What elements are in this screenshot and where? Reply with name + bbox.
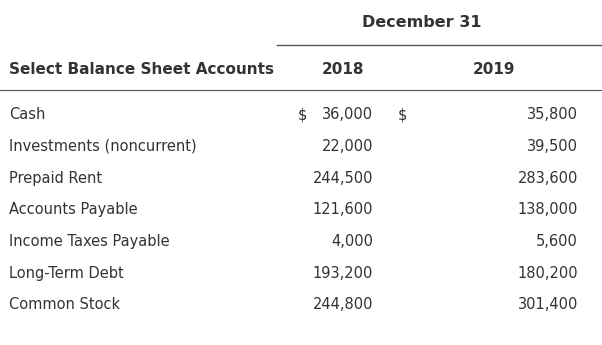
Text: 121,600: 121,600 [313, 202, 373, 217]
Text: 35,800: 35,800 [527, 107, 578, 122]
Text: 36,000: 36,000 [322, 107, 373, 122]
Text: Common Stock: Common Stock [9, 297, 120, 313]
Text: $: $ [397, 107, 407, 122]
Text: Accounts Payable: Accounts Payable [9, 202, 138, 217]
Text: 138,000: 138,000 [518, 202, 578, 217]
Text: 39,500: 39,500 [527, 139, 578, 154]
Text: December 31: December 31 [362, 15, 481, 30]
Text: 2019: 2019 [473, 61, 515, 77]
Text: Long-Term Debt: Long-Term Debt [9, 266, 124, 281]
Text: Prepaid Rent: Prepaid Rent [9, 170, 102, 186]
Text: 4,000: 4,000 [331, 234, 373, 249]
Text: 5,600: 5,600 [536, 234, 578, 249]
Text: 244,800: 244,800 [313, 297, 373, 313]
Text: 2018: 2018 [322, 61, 364, 77]
Text: 301,400: 301,400 [518, 297, 578, 313]
Text: Select Balance Sheet Accounts: Select Balance Sheet Accounts [9, 61, 274, 77]
Text: 180,200: 180,200 [517, 266, 578, 281]
Text: $: $ [298, 107, 308, 122]
Text: 244,500: 244,500 [313, 170, 373, 186]
Text: 283,600: 283,600 [518, 170, 578, 186]
Text: Cash: Cash [9, 107, 45, 122]
Text: Investments (noncurrent): Investments (noncurrent) [9, 139, 197, 154]
Text: 193,200: 193,200 [313, 266, 373, 281]
Text: Income Taxes Payable: Income Taxes Payable [9, 234, 170, 249]
Text: 22,000: 22,000 [321, 139, 373, 154]
